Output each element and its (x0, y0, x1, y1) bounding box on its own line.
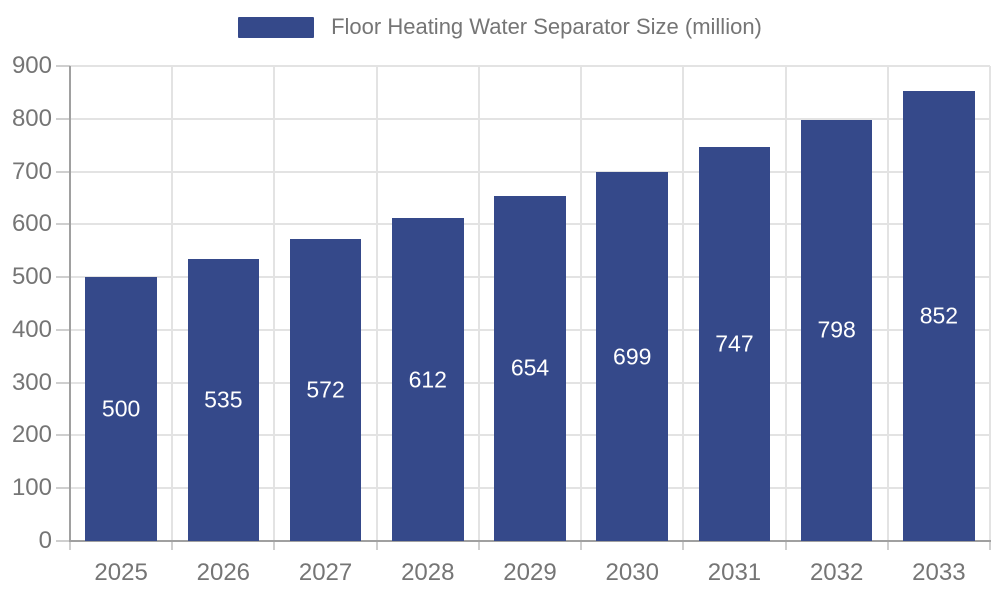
legend[interactable]: Floor Heating Water Separator Size (mill… (0, 14, 1000, 40)
bar-value-label: 798 (817, 316, 856, 343)
y-tick-mark (56, 540, 70, 542)
x-axis-line (69, 540, 991, 542)
bar (85, 277, 157, 541)
bar-value-label: 535 (204, 386, 243, 413)
x-tick-mark (580, 541, 583, 550)
y-tick-mark (56, 170, 70, 173)
bar (494, 195, 566, 541)
bar-value-label: 699 (613, 343, 652, 370)
bar (800, 119, 873, 541)
x-tick-label: 2031 (707, 559, 762, 586)
y-tick-mark (56, 328, 70, 331)
x-tick-mark (375, 541, 378, 550)
x-tick-mark (682, 541, 685, 550)
bar (903, 91, 975, 541)
y-tick-label: 600 (11, 210, 52, 238)
bar-value-label: 612 (408, 366, 447, 392)
y-tick-label: 900 (11, 52, 52, 79)
y-axis-line (69, 66, 71, 541)
gridline-vertical (580, 66, 583, 541)
x-tick-label: 2026 (196, 559, 251, 586)
bar (392, 218, 464, 541)
y-tick-mark (56, 434, 70, 437)
bar-value-label: 852 (919, 302, 959, 329)
x-tick-label: 2032 (809, 559, 864, 586)
x-tick-mark (273, 541, 276, 550)
bar (187, 258, 260, 541)
gridline-vertical (477, 66, 480, 541)
bar (698, 146, 771, 541)
y-tick-label: 0 (38, 527, 52, 554)
y-tick-mark (56, 381, 70, 384)
y-tick-mark (56, 276, 70, 279)
gridline-vertical (886, 66, 889, 541)
x-tick-label: 2029 (503, 559, 557, 586)
x-tick-mark (69, 541, 71, 550)
gridline-horizontal (70, 117, 990, 120)
y-tick-mark (56, 117, 70, 120)
bar-value-label: 747 (715, 330, 754, 357)
x-tick-mark (784, 541, 787, 550)
y-tick-label: 500 (11, 263, 52, 291)
bar-value-label: 572 (306, 376, 345, 403)
y-tick-label: 300 (11, 368, 52, 396)
gridline-vertical (784, 66, 787, 541)
y-tick-mark (56, 223, 70, 226)
y-tick-label: 200 (11, 421, 52, 449)
gridline-horizontal (70, 170, 990, 173)
bar-value-label: 500 (101, 395, 141, 422)
x-tick-label: 2030 (605, 559, 659, 586)
y-tick-mark (56, 65, 70, 67)
x-tick-mark (171, 541, 174, 550)
x-tick-label: 2027 (298, 559, 353, 586)
y-tick-label: 100 (11, 474, 52, 502)
bar-value-label: 654 (510, 354, 550, 381)
legend-swatch (238, 16, 315, 38)
gridline-vertical (273, 66, 276, 541)
x-tick-label: 2025 (94, 559, 148, 586)
gridline-vertical (375, 66, 378, 541)
bar (596, 172, 668, 541)
gridline-vertical (989, 66, 991, 541)
y-tick-mark (56, 487, 70, 490)
gridline-vertical (682, 66, 685, 541)
x-tick-label: 2028 (401, 559, 455, 586)
x-tick-mark (477, 541, 480, 550)
gridline-horizontal (70, 65, 990, 67)
x-tick-mark (886, 541, 889, 550)
gridline-vertical (171, 66, 174, 541)
y-tick-label: 800 (11, 104, 52, 132)
x-tick-mark (989, 541, 991, 550)
bar (289, 239, 362, 541)
legend-label: Floor Heating Water Separator Size (mill… (331, 14, 762, 39)
y-tick-label: 700 (11, 157, 52, 185)
y-tick-label: 400 (11, 315, 52, 343)
x-tick-label: 2033 (912, 559, 966, 586)
